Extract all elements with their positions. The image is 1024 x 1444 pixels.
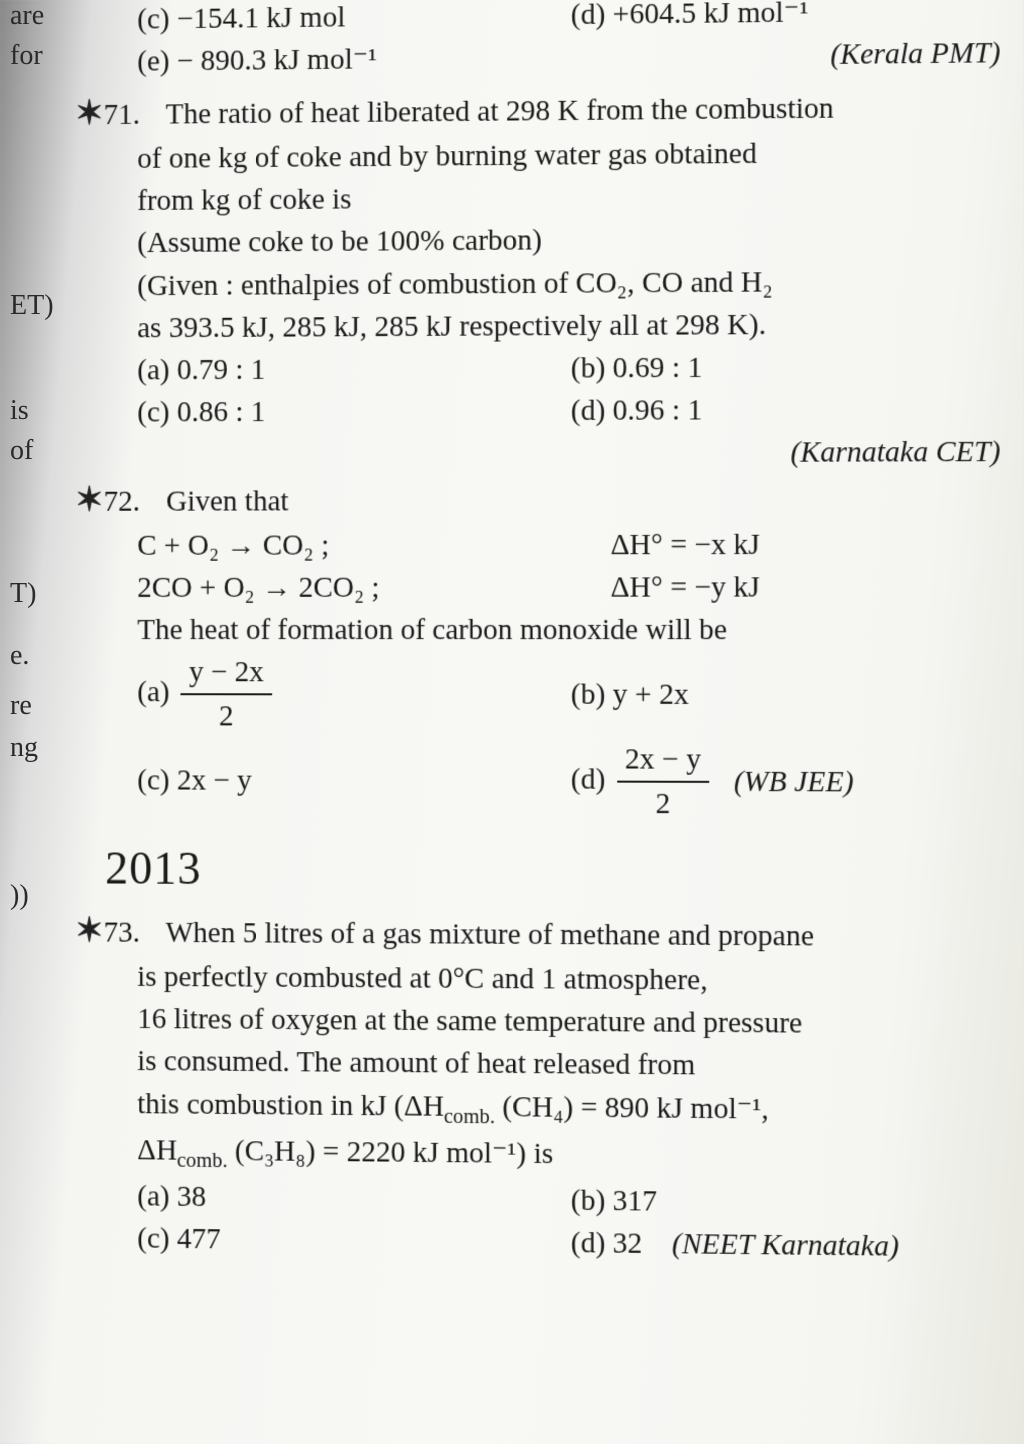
q71-l1: The ratio of heat liberated at 298 K fro…	[166, 92, 834, 130]
q72-b: (b) y + 2x	[571, 674, 1011, 717]
q72-number: 72.	[104, 480, 159, 522]
opt-c: (c) −154.1 kJ mol	[137, 0, 571, 41]
q73-b: (b) 317	[571, 1179, 1011, 1226]
q73-l6a: ΔH	[137, 1134, 177, 1166]
q72-l1: Given that	[166, 485, 289, 517]
q71-opts-ab: (a) 0.79 : 1 (b) 0.69 : 1	[137, 345, 1011, 391]
q72-l2: The heat of formation of carbon monoxide…	[137, 609, 1011, 652]
star-icon: ✶	[75, 912, 104, 949]
q73-tag: (NEET Karnataka)	[672, 1228, 899, 1263]
fraction-icon: y − 2x 2	[181, 651, 272, 738]
q72-a-label: (a)	[137, 676, 169, 708]
q72-eq1b: ΔH° = −x kJ	[611, 523, 1011, 566]
q72: ✶72. Given that C + O₂ → CO₂ ; ΔH° = −x …	[75, 473, 1011, 827]
q73-opts-cd: (c) 477 (d) 32 (NEET Karnataka)	[137, 1217, 1011, 1269]
q71-c: (c) 0.86 : 1	[137, 389, 571, 433]
star-icon: ✶	[75, 95, 104, 132]
q71-tag: (Karnataka CET)	[75, 430, 1011, 475]
q72-eq2a: 2CO + O₂ → 2CO₂ ;	[137, 566, 610, 609]
q72-d-num: 2x − y	[617, 738, 709, 783]
q72-opts-ab: (a) y − 2x 2 (b) y + 2x	[137, 651, 1011, 739]
sub-comb: comb.	[444, 1105, 495, 1128]
q73-a: (a) 38	[137, 1175, 571, 1222]
sub-comb: comb.	[177, 1149, 227, 1172]
q73-d: (d) 32	[571, 1227, 643, 1260]
q72-tag: (WB JEE)	[734, 761, 864, 804]
q72-d-wrap: (d) 2x − y 2 (WB JEE)	[571, 738, 1011, 826]
fraction-icon: 2x − y 2	[617, 738, 709, 825]
q72-d-den: 2	[617, 783, 709, 826]
q71-l5: (Given : enthalpies of combustion of CO₂…	[137, 259, 1011, 307]
q71-opts-cd: (c) 0.86 : 1 (d) 0.96 : 1	[137, 387, 1011, 433]
q73-number: 73.	[104, 912, 159, 954]
opt-e: (e) − 890.3 kJ mol⁻¹	[137, 36, 565, 83]
star-icon: ✶	[75, 481, 104, 518]
q72-eq2b: ΔH° = −y kJ	[611, 566, 1011, 609]
q73-l5: this combustion in kJ (ΔH	[137, 1088, 444, 1123]
q73-l6-wrap: ΔHcomb. (C₃H₈) = 2220 kJ mol⁻¹) is	[137, 1129, 1011, 1184]
prev-tag: (Kerala PMT)	[566, 32, 1011, 79]
q71-l4: (Assume coke to be 100% carbon)	[137, 216, 1011, 264]
q71-l2: of one kg of coke and by burning water g…	[137, 131, 1011, 181]
prev-question-opt-e-row: (e) − 890.3 kJ mol⁻¹ (Kerala PMT)	[137, 32, 1011, 83]
q72-opts-cd: (c) 2x − y (d) 2x − y 2 (WB JEE)	[137, 738, 1011, 827]
q72-eq1: C + O₂ → CO₂ ; ΔH° = −x kJ	[137, 523, 1011, 567]
q73-l5b: (CH₄) = 890 kJ mol⁻¹,	[495, 1090, 769, 1125]
q73-l6b: (C₃H₈) = 2220 kJ mol⁻¹) is	[227, 1135, 553, 1170]
q71-number: 71.	[104, 94, 159, 137]
q71-b: (b) 0.69 : 1	[571, 345, 1011, 390]
q72-a: (a) y − 2x 2	[137, 651, 571, 738]
q73-l2: is perfectly combusted at 0°C and 1 atmo…	[137, 956, 1011, 1004]
year-heading: 2013	[105, 836, 1011, 907]
q72-d: (d) 2x − y 2	[571, 738, 713, 825]
q71-l3: from kg of coke is	[137, 174, 1011, 223]
q71-a: (a) 0.79 : 1	[137, 347, 571, 391]
page-content: (c) −154.1 kJ mol (d) +604.5 kJ mol⁻¹ (e…	[0, 0, 1024, 1269]
q73-d-wrap: (d) 32 (NEET Karnataka)	[571, 1222, 1011, 1269]
q73-l3: 16 litres of oxygen at the same temperat…	[137, 998, 1011, 1046]
q72-a-num: y − 2x	[181, 651, 272, 695]
q72-d-label: (d)	[571, 763, 606, 795]
q71: ✶71. The ratio of heat liberated at 298 …	[75, 81, 1011, 476]
opt-d: (d) +604.5 kJ mol⁻¹	[571, 0, 1011, 36]
q71-l6: as 393.5 kJ, 285 kJ, 285 kJ respectively…	[137, 302, 1011, 349]
q72-c: (c) 2x − y	[137, 760, 571, 803]
q72-a-den: 2	[181, 695, 272, 737]
q73-l1: When 5 litres of a gas mixture of methan…	[166, 917, 814, 953]
q71-d: (d) 0.96 : 1	[571, 387, 1011, 431]
q72-eq1a: C + O₂ → CO₂ ;	[137, 524, 610, 567]
q73-l4: is consumed. The amount of heat released…	[137, 1040, 1011, 1089]
q73-l5-wrap: this combustion in kJ (ΔHcomb. (CH₄) = 8…	[137, 1083, 1011, 1137]
q73-c: (c) 477	[137, 1217, 571, 1264]
q72-eq2: 2CO + O₂ → 2CO₂ ; ΔH° = −y kJ	[137, 566, 1011, 609]
q73: ✶73. When 5 litres of a gas mixture of m…	[75, 906, 1011, 1269]
